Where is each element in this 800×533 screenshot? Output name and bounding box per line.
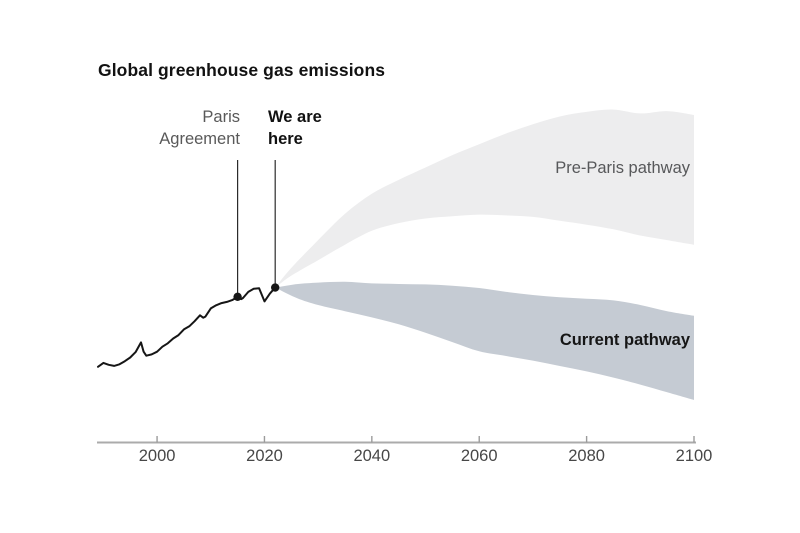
x-axis-tick-label: 2040 <box>353 447 391 465</box>
x-axis-tick-label: 2080 <box>568 447 605 465</box>
chart-title: Global greenhouse gas emissions <box>98 60 386 80</box>
we-are-here-annotation: We are here <box>268 108 322 148</box>
x-axis-tick-label: 2060 <box>460 447 498 465</box>
historical-emissions-line <box>97 286 277 368</box>
we-are-here-marker-dot <box>270 283 280 292</box>
pre-paris-pathway-label: Pre-Paris pathway <box>555 159 690 177</box>
x-axis-tick-label: 2000 <box>138 447 176 465</box>
current-pathway-label: Current pathway <box>559 331 690 349</box>
current-pathway-band <box>275 281 694 400</box>
paris-agreement-marker-dot <box>233 292 242 302</box>
x-axis-tick-label: 2100 <box>675 447 713 465</box>
pre-paris-pathway-band <box>275 109 694 288</box>
x-axis-tick-label: 2020 <box>246 447 283 465</box>
paris-agreement-annotation: Paris Agreement <box>159 108 240 148</box>
